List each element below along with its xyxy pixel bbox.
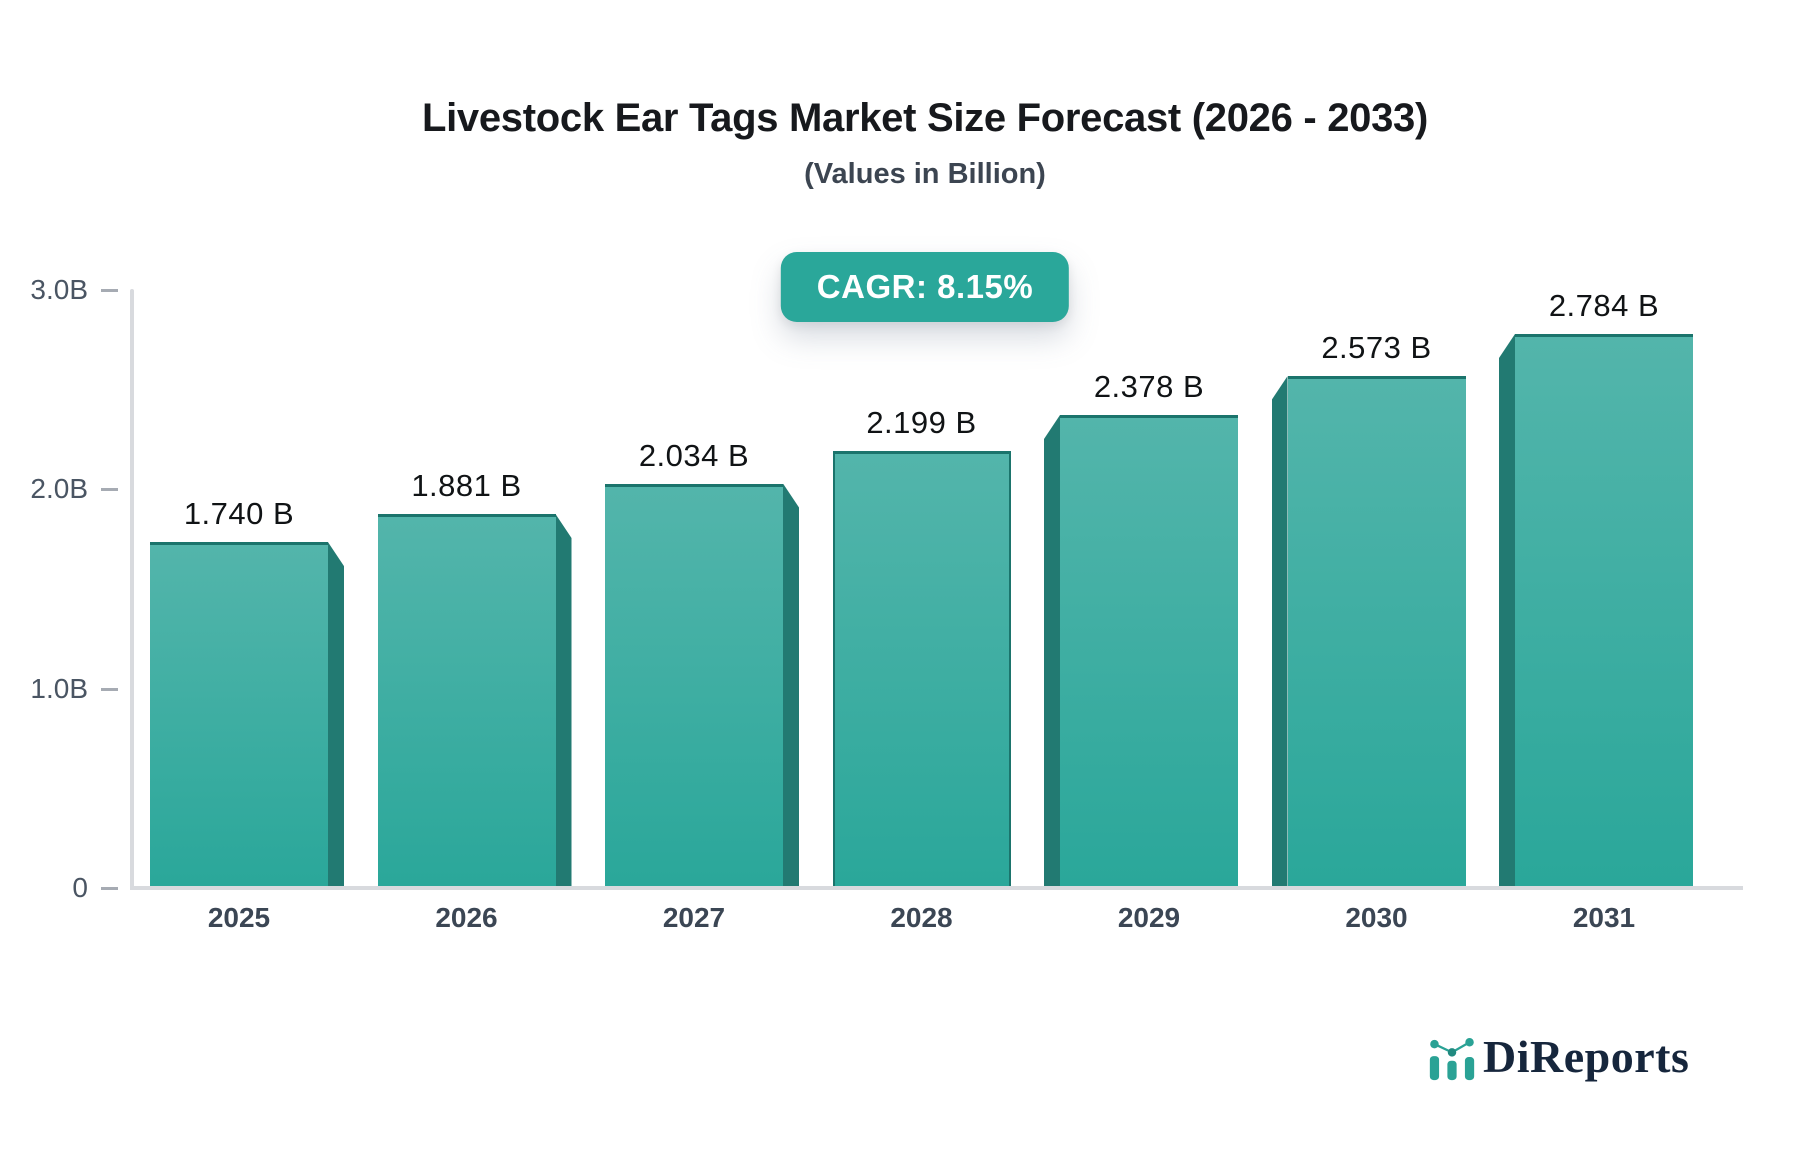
bar-value-label: 2.378 B: [1093, 368, 1205, 404]
y-axis-line: [130, 289, 134, 890]
x-axis-line: [130, 886, 1743, 890]
bar-2025: [150, 542, 328, 886]
bar-side-2031: [1499, 334, 1515, 886]
x-axis-label-2025: 2025: [207, 902, 271, 933]
brand-logo: DiReports: [1428, 1030, 1689, 1083]
chart-title: Livestock Ear Tags Market Size Forecast …: [421, 96, 1429, 140]
bar-value-label: 1.881 B: [411, 468, 522, 504]
brand-name: DiReports: [1483, 1031, 1690, 1082]
y-tick-label: 1.0B: [30, 672, 88, 704]
x-axis-label-2030: 2030: [1345, 902, 1408, 933]
bar-2028: [832, 450, 1011, 886]
bar-value-label: 1.740 B: [183, 496, 295, 532]
cagr-badge: CAGR: 8.15%: [780, 252, 1070, 322]
bar-side-2026: [555, 514, 572, 886]
y-tick-dash: [101, 887, 118, 890]
y-tick-label: 3.0B: [30, 274, 88, 305]
x-axis-label-2031: 2031: [1572, 902, 1636, 933]
bar-2031: [1515, 334, 1693, 886]
y-tick-dash: [101, 687, 118, 691]
x-axis-label-2027: 2027: [662, 902, 726, 933]
x-axis-label-2026: 2026: [435, 902, 498, 933]
bar-side-2027: [783, 483, 799, 886]
bar-2027: [605, 483, 783, 886]
bar-side-2025: [328, 542, 344, 886]
bar-value-label: 2.034 B: [638, 437, 750, 473]
bar-side-2030: [1271, 376, 1288, 886]
x-axis-label-2029: 2029: [1117, 902, 1181, 933]
bar-side-2029: [1044, 414, 1060, 886]
chart-subtitle: (Values in Billion): [804, 158, 1046, 190]
bar-value-label: 2.784 B: [1548, 288, 1660, 324]
bar-value-label: 2.199 B: [866, 404, 977, 440]
bar-2030: [1287, 376, 1466, 886]
x-axis-label-2028: 2028: [890, 902, 953, 933]
bar-2026: [377, 514, 556, 886]
y-tick-label: 0: [72, 872, 88, 903]
y-tick-dash: [101, 289, 118, 292]
bar-chart-logo-icon: [1429, 1037, 1475, 1080]
bar-2029: [1060, 414, 1238, 886]
bar-value-label: 2.573 B: [1321, 330, 1432, 366]
y-tick-label: 2.0B: [30, 473, 88, 505]
y-tick-dash: [101, 488, 118, 492]
